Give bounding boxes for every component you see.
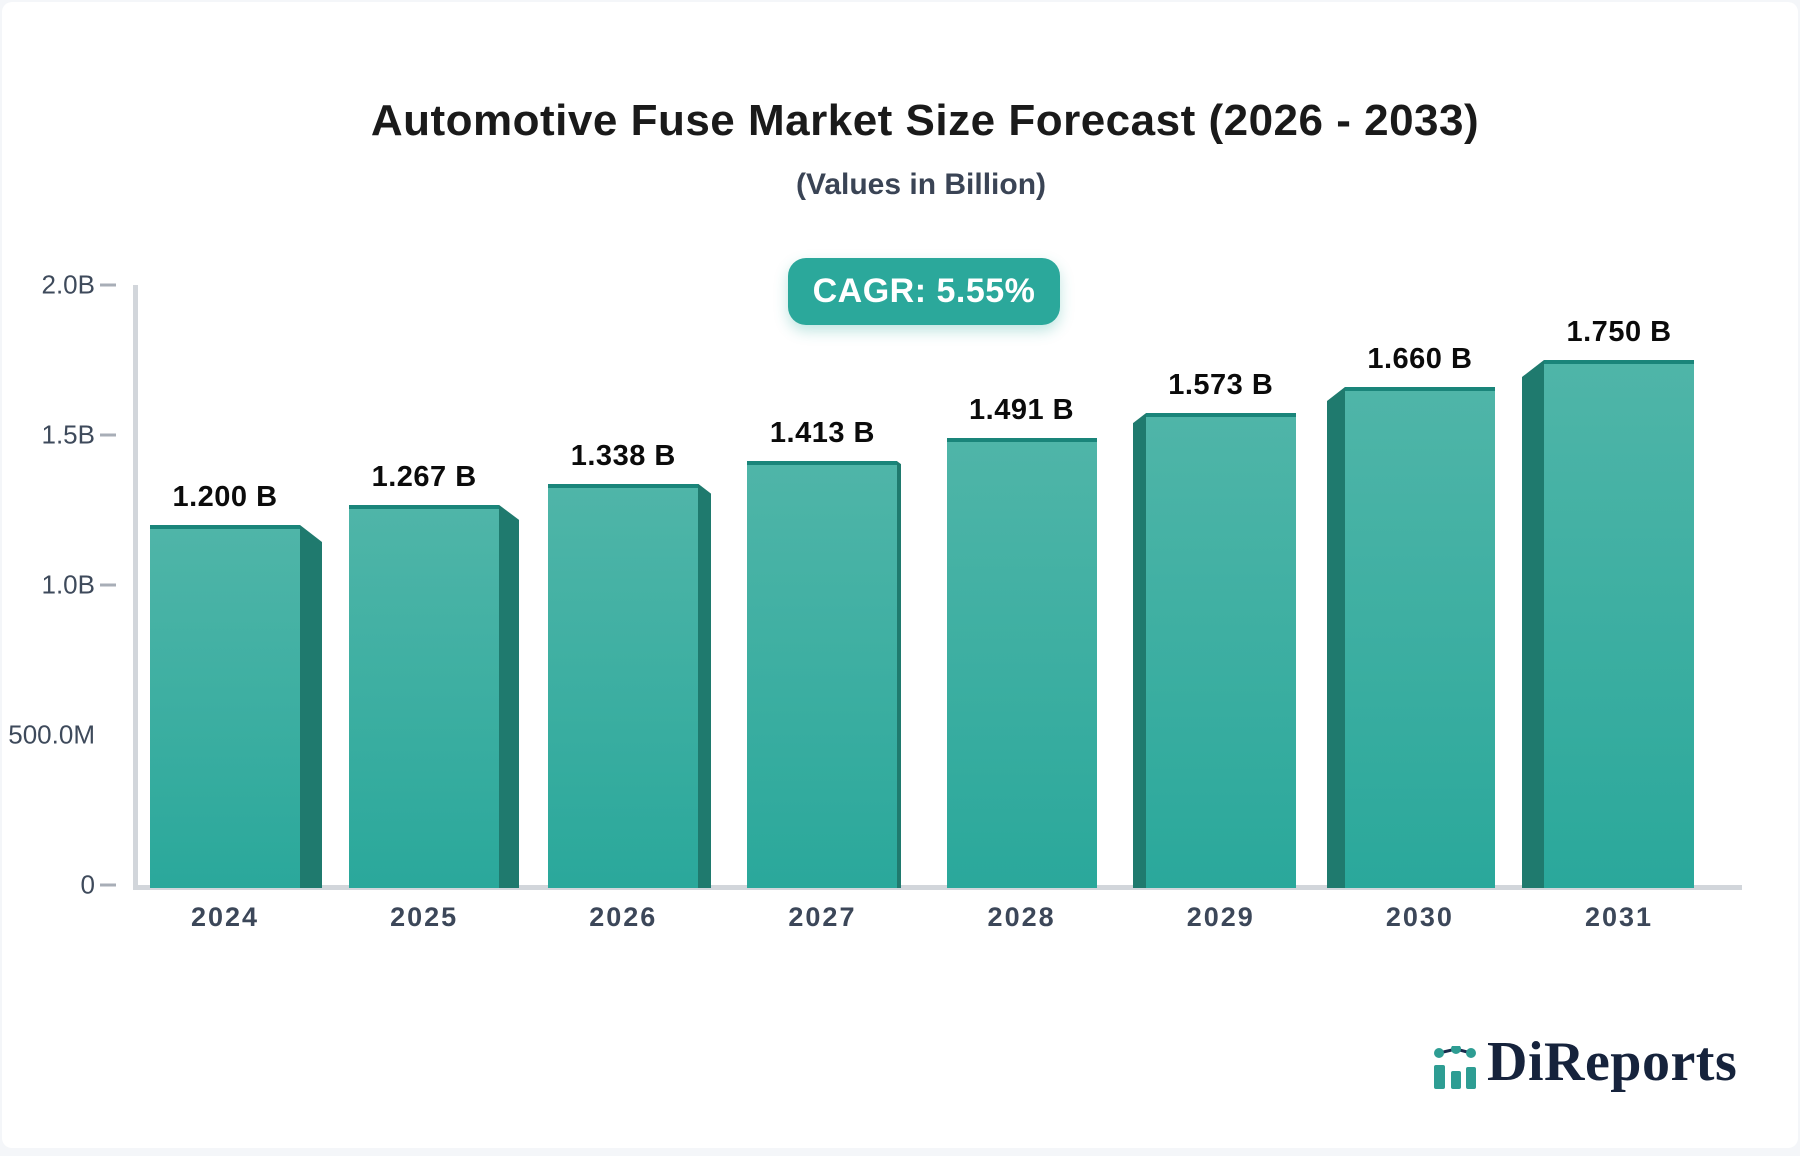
mini-bar-chart-logo-icon (1434, 1046, 1476, 1089)
bar-2027[interactable] (747, 461, 897, 888)
bar-value-label: 1.200 B (172, 481, 278, 513)
bar-3d-side (1327, 387, 1345, 888)
bar-3d-side (300, 525, 322, 888)
bar-3d-side (1522, 360, 1544, 888)
x-axis-label-2031: 2031 (1585, 902, 1654, 932)
y-axis-tick-label: 1.5B (41, 419, 96, 450)
bar-3d-side (499, 504, 519, 888)
bar-2025[interactable] (349, 504, 499, 888)
chart-title: Automotive Fuse Market Size Forecast (20… (370, 96, 1480, 145)
x-axis-label-2024: 2024 (190, 902, 260, 932)
bar-2026[interactable] (548, 483, 698, 888)
x-axis-label-2029: 2029 (1186, 902, 1255, 932)
y-axis-tick-dash (100, 433, 116, 437)
bar-3d-side (897, 461, 901, 888)
bar-value-label: 1.573 B (1168, 369, 1274, 402)
direports-logo-text: DiReports (1487, 1031, 1738, 1093)
x-axis-label-2028: 2028 (987, 902, 1056, 932)
bar-value-label: 1.491 B (969, 393, 1075, 426)
bar-2028[interactable] (947, 437, 1097, 888)
direports-logo: DiReports (1433, 1034, 1737, 1090)
bar-value-label: 1.413 B (769, 417, 875, 450)
bar-value-label: 1.660 B (1367, 343, 1473, 375)
bar-value-label: 1.338 B (570, 439, 676, 472)
y-axis-tick-dash (100, 583, 116, 587)
bar-2031[interactable] (1544, 360, 1694, 888)
bar-2024[interactable] (150, 525, 300, 888)
cagr-badge-label: CAGR: 5.55% (812, 272, 1036, 310)
cagr-badge: CAGR: 5.55% (788, 258, 1060, 325)
y-axis-line (133, 285, 138, 890)
bar-value-label: 1.750 B (1566, 316, 1672, 348)
y-axis-tick-dash (100, 883, 116, 887)
bar-2029[interactable] (1146, 413, 1296, 888)
bar-2030[interactable] (1345, 387, 1495, 888)
bar-value-label: 1.267 B (371, 460, 477, 493)
y-axis-tick-label: 1.0B (41, 569, 96, 600)
x-axis-label-2027: 2027 (788, 902, 857, 932)
x-axis-label-2025: 2025 (390, 902, 459, 932)
y-axis-tick-label: 2.0B (41, 269, 96, 300)
y-axis-tick-label: 500.0M (8, 719, 95, 750)
y-axis-tick-dash (100, 283, 116, 287)
x-axis-line (133, 885, 1742, 890)
chart-subtitle: (Values in Billion) (795, 168, 1047, 201)
x-axis-label-2026: 2026 (589, 902, 658, 932)
x-axis-label-2030: 2030 (1385, 902, 1454, 932)
bar-3d-side (698, 483, 711, 888)
bar-3d-side (1133, 413, 1146, 888)
y-axis-tick-label: 0 (80, 869, 95, 900)
